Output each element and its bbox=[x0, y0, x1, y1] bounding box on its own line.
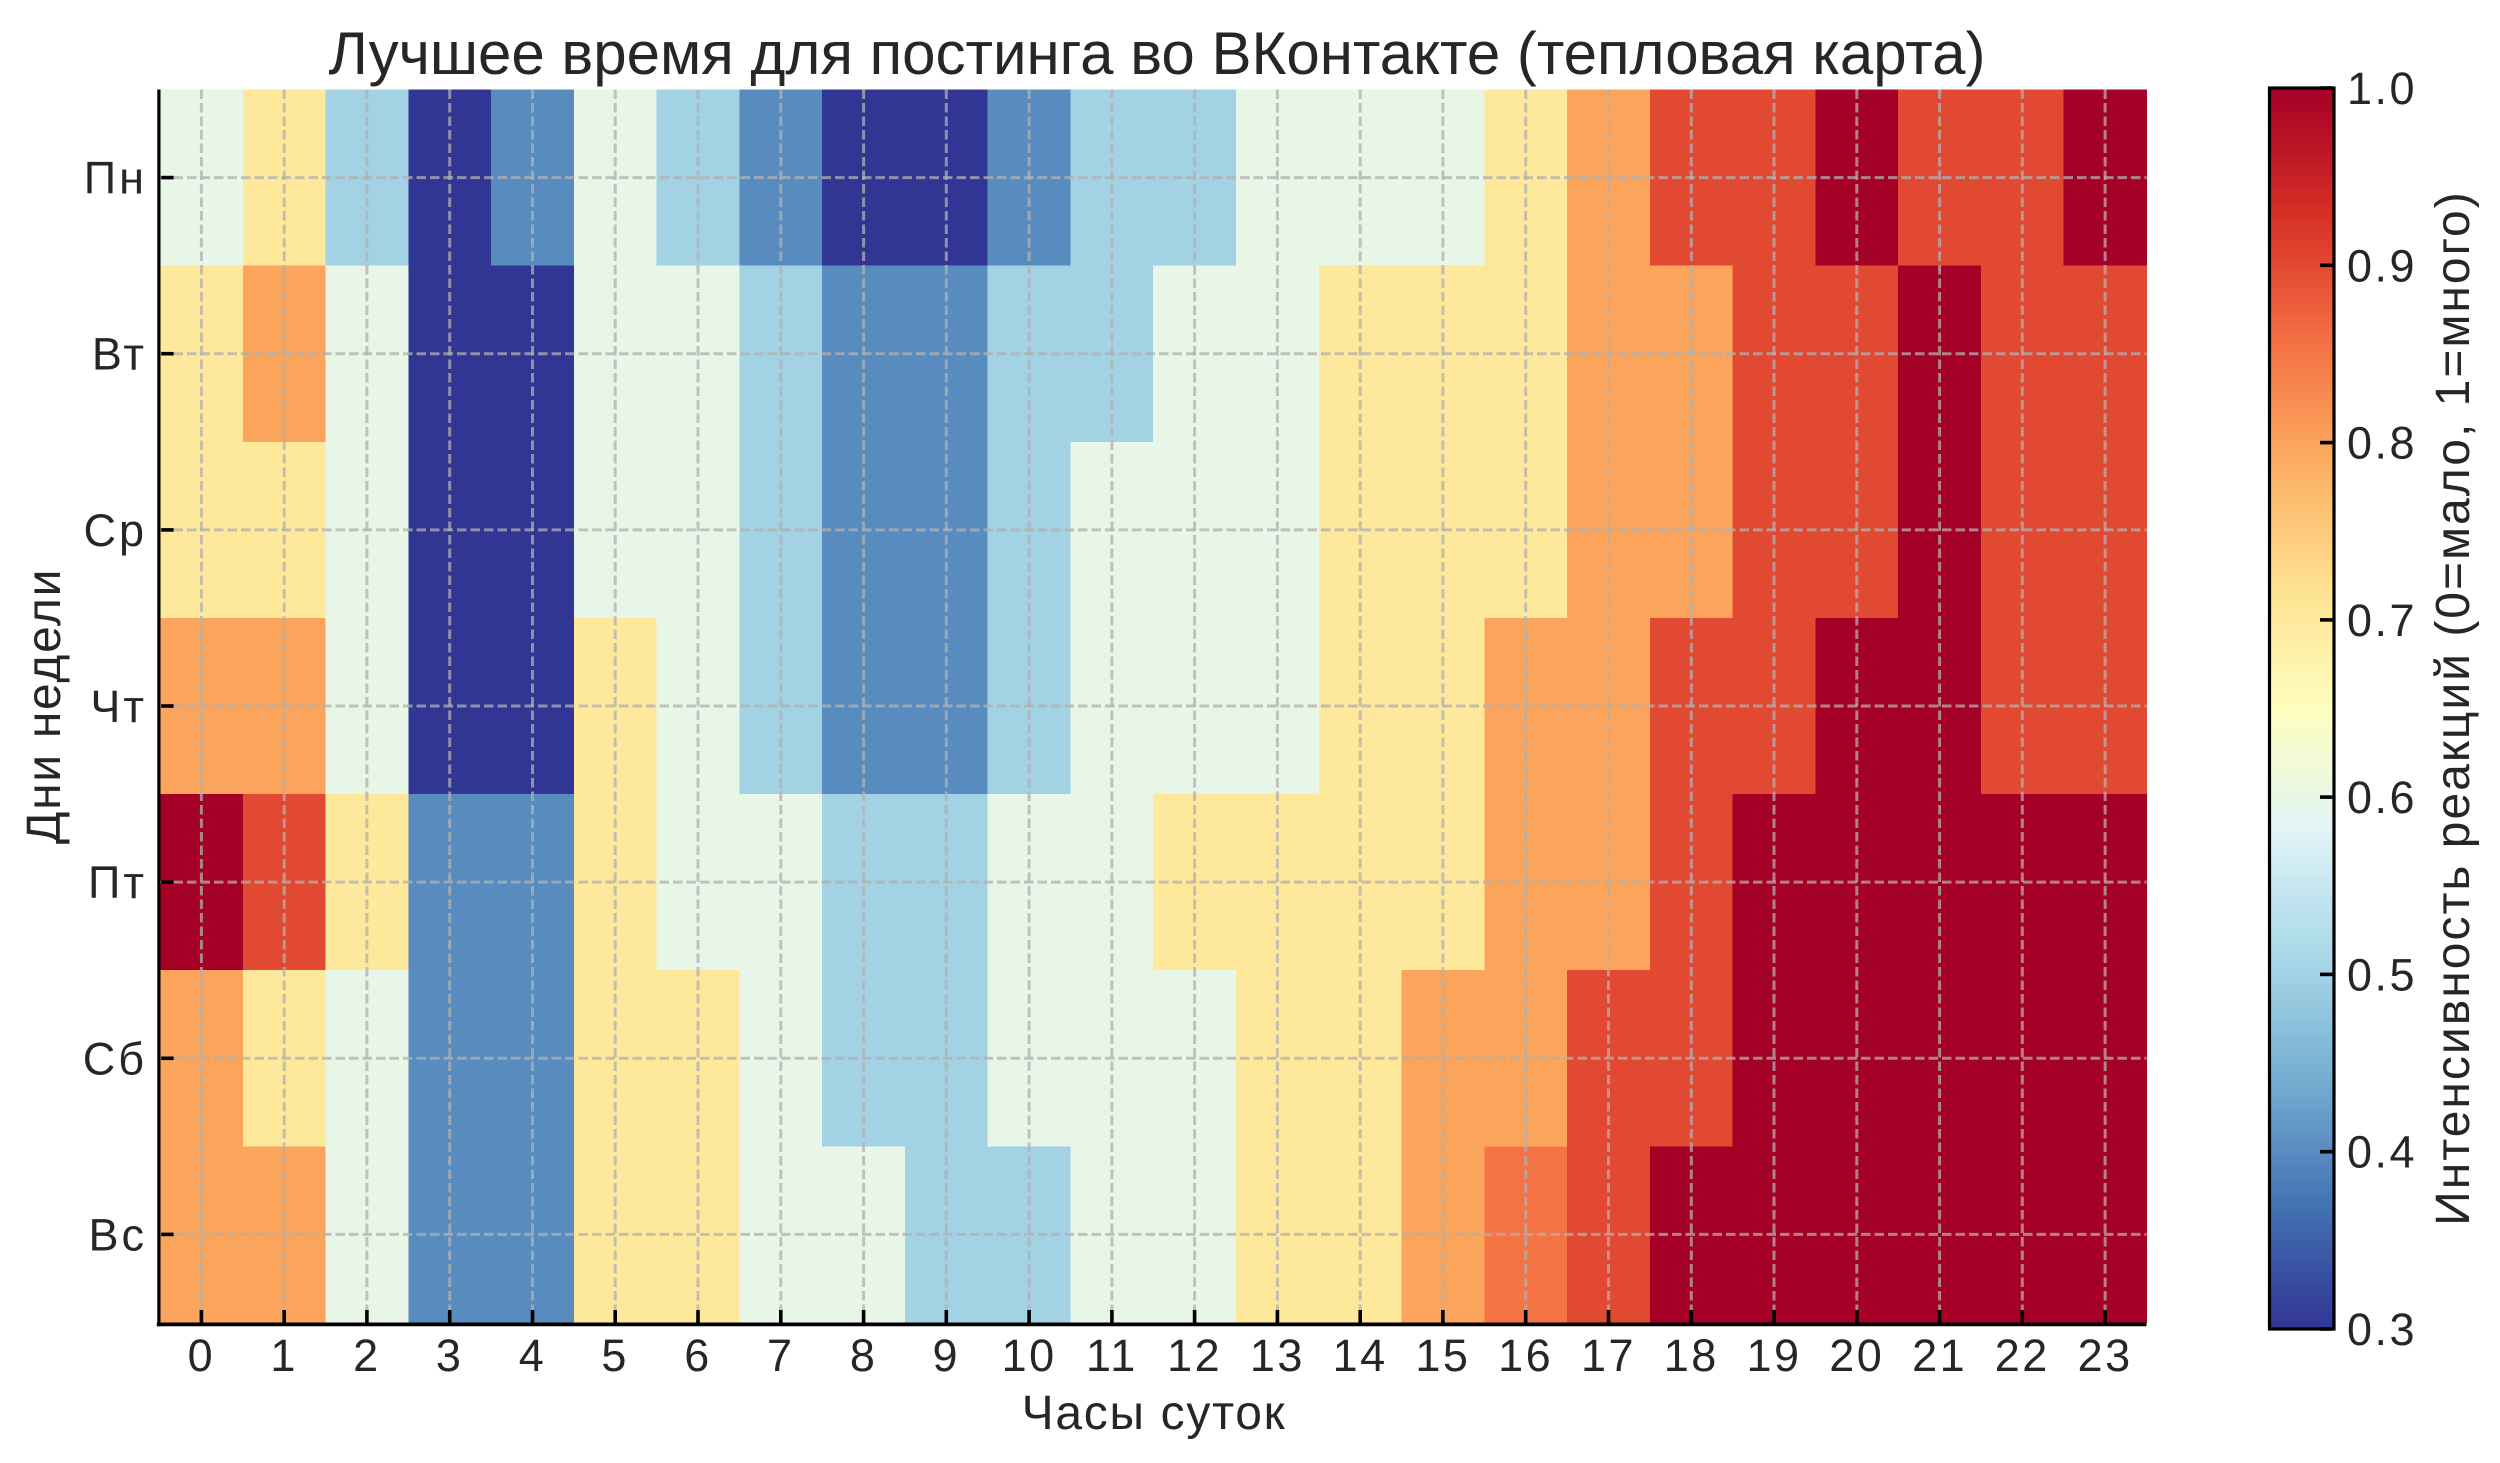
svg-text:3: 3 bbox=[436, 1330, 464, 1381]
svg-text:23: 23 bbox=[2078, 1330, 2133, 1381]
svg-text:2: 2 bbox=[353, 1330, 381, 1381]
svg-text:Чт: Чт bbox=[90, 681, 147, 732]
svg-text:17: 17 bbox=[1581, 1330, 1636, 1381]
svg-text:20: 20 bbox=[1829, 1330, 1884, 1381]
svg-text:11: 11 bbox=[1086, 1330, 1138, 1381]
svg-text:0.3: 0.3 bbox=[2347, 1304, 2417, 1355]
svg-text:0.9: 0.9 bbox=[2347, 240, 2417, 291]
svg-text:19: 19 bbox=[1746, 1330, 1801, 1381]
svg-text:5: 5 bbox=[601, 1330, 629, 1381]
svg-text:8: 8 bbox=[850, 1330, 878, 1381]
svg-text:0: 0 bbox=[188, 1330, 216, 1381]
svg-text:Часы суток: Часы суток bbox=[1022, 1387, 1287, 1440]
svg-text:10: 10 bbox=[1002, 1330, 1057, 1381]
svg-text:Пт: Пт bbox=[88, 857, 147, 908]
svg-text:0.7: 0.7 bbox=[2347, 595, 2417, 646]
svg-text:21: 21 bbox=[1912, 1330, 1967, 1381]
svg-text:18: 18 bbox=[1664, 1330, 1719, 1381]
svg-text:0.6: 0.6 bbox=[2347, 772, 2417, 823]
svg-text:4: 4 bbox=[519, 1330, 547, 1381]
svg-text:15: 15 bbox=[1415, 1330, 1470, 1381]
svg-text:Интенсивность реакций (0=мало,: Интенсивность реакций (0=мало, 1=много) bbox=[2427, 190, 2480, 1225]
svg-text:Лучшее время для постинга во В: Лучшее время для постинга во ВКонтакте (… bbox=[329, 20, 1986, 87]
svg-text:Вт: Вт bbox=[92, 329, 147, 380]
svg-text:22: 22 bbox=[1995, 1330, 2050, 1381]
svg-text:Сб: Сб bbox=[83, 1033, 147, 1084]
svg-text:Вс: Вс bbox=[88, 1209, 147, 1260]
svg-text:16: 16 bbox=[1498, 1330, 1553, 1381]
svg-text:Пн: Пн bbox=[84, 153, 147, 204]
svg-text:0.8: 0.8 bbox=[2347, 418, 2417, 469]
svg-text:1: 1 bbox=[270, 1330, 298, 1381]
svg-text:Дни недели: Дни недели bbox=[18, 568, 71, 844]
svg-text:0.5: 0.5 bbox=[2347, 949, 2417, 1000]
svg-text:7: 7 bbox=[767, 1330, 795, 1381]
svg-text:1.0: 1.0 bbox=[2347, 63, 2417, 114]
svg-text:6: 6 bbox=[684, 1330, 712, 1381]
svg-text:13: 13 bbox=[1250, 1330, 1305, 1381]
svg-text:14: 14 bbox=[1333, 1330, 1388, 1381]
svg-text:9: 9 bbox=[933, 1330, 961, 1381]
svg-text:Ср: Ср bbox=[83, 505, 147, 556]
svg-text:0.4: 0.4 bbox=[2347, 1127, 2417, 1178]
svg-text:12: 12 bbox=[1167, 1330, 1222, 1381]
